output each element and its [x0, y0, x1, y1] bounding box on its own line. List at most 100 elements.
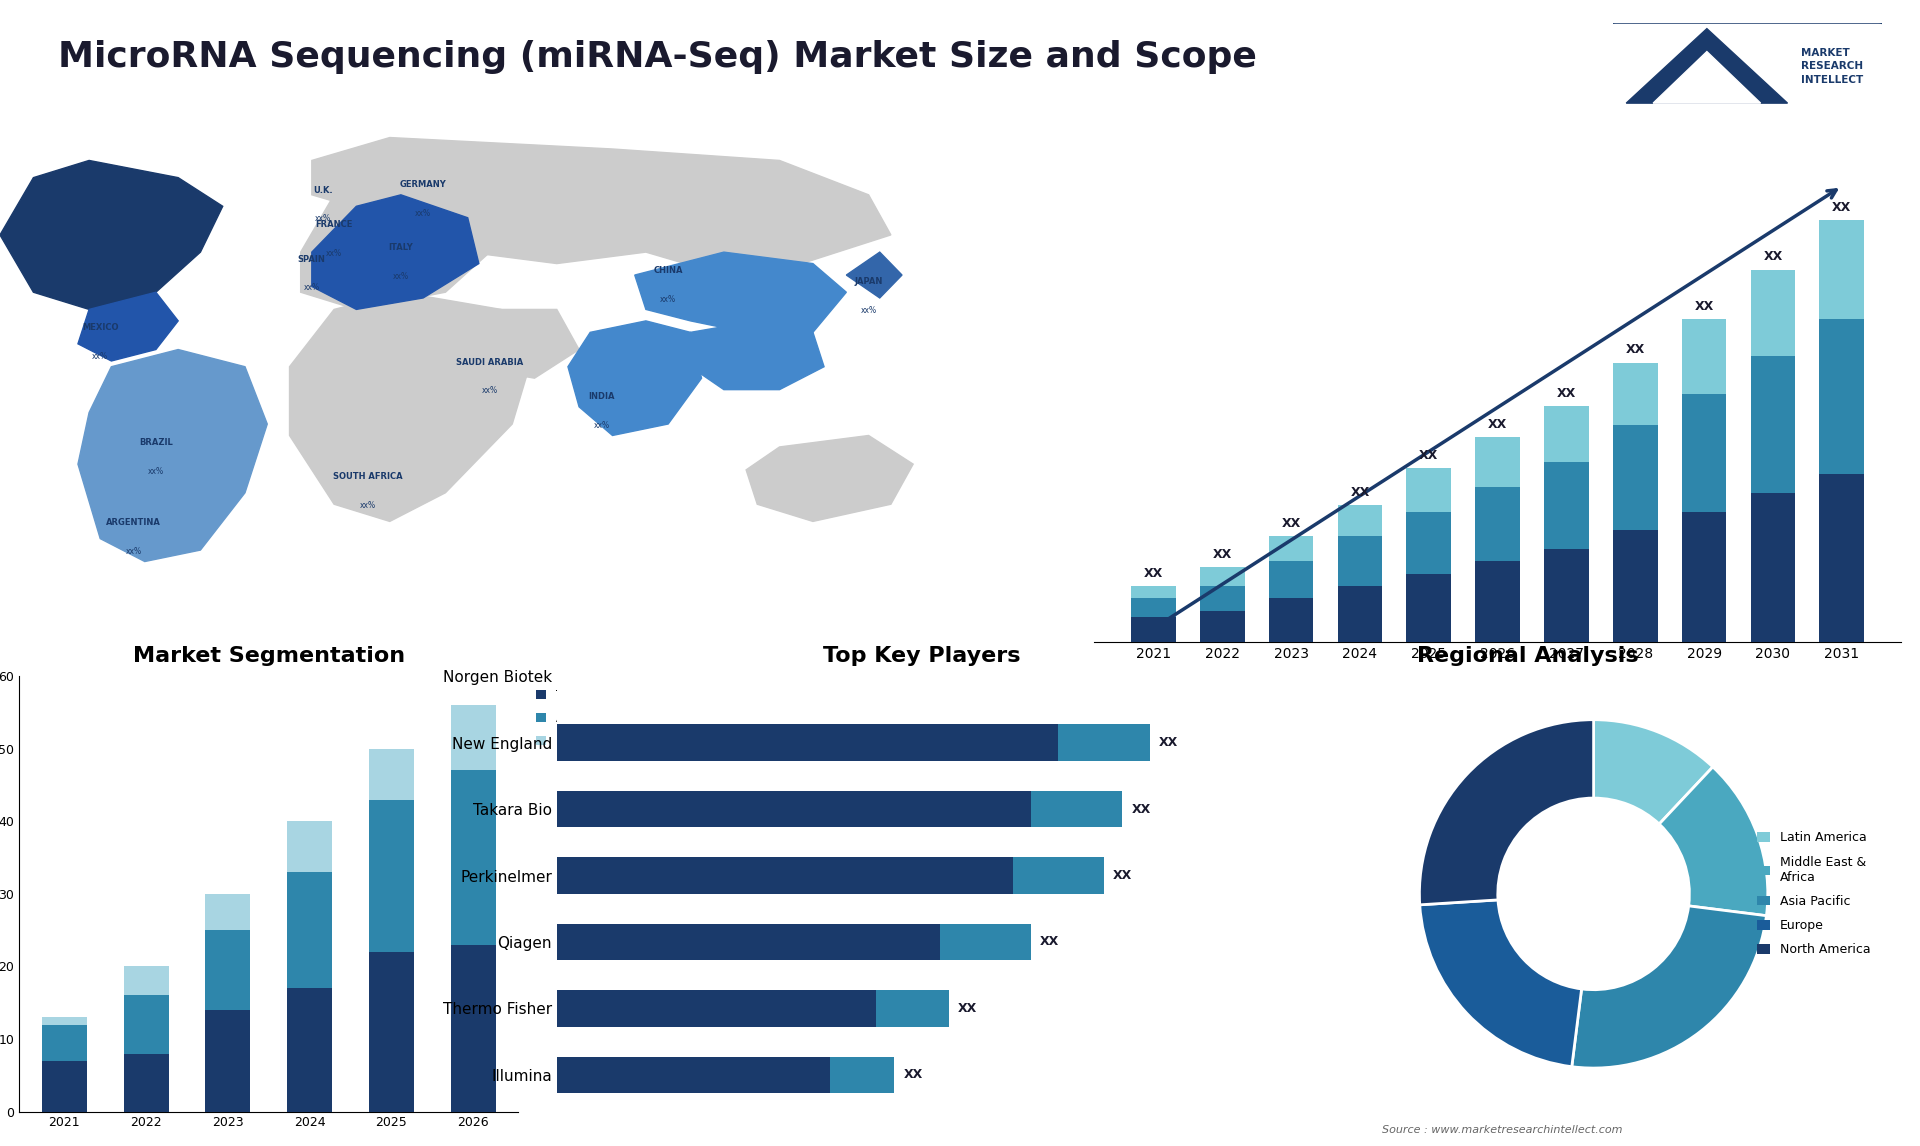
- Text: XX: XX: [902, 1068, 924, 1082]
- Text: SAUDI ARABIA: SAUDI ARABIA: [457, 358, 524, 367]
- Bar: [123, 1053, 169, 1112]
- Bar: [939, 924, 1031, 960]
- Text: XX: XX: [1695, 300, 1715, 313]
- Bar: [1820, 474, 1864, 642]
- Text: xx%: xx%: [660, 295, 676, 304]
- Text: GERMANY: GERMANY: [399, 180, 447, 189]
- Bar: [451, 705, 495, 770]
- Text: xx%: xx%: [415, 209, 432, 218]
- Bar: [42, 1061, 86, 1112]
- Bar: [1031, 791, 1121, 827]
- Bar: [1475, 562, 1521, 642]
- Wedge shape: [1594, 720, 1713, 824]
- Bar: [1131, 598, 1175, 617]
- Bar: [369, 800, 415, 952]
- Bar: [1544, 406, 1590, 462]
- Polygon shape: [1626, 29, 1788, 103]
- Bar: [1405, 573, 1452, 642]
- Polygon shape: [568, 321, 701, 435]
- Text: CANADA: CANADA: [69, 186, 109, 195]
- Bar: [1338, 586, 1382, 642]
- Polygon shape: [301, 189, 490, 309]
- Text: ITALY: ITALY: [388, 243, 413, 252]
- Text: xx%: xx%: [125, 547, 142, 556]
- Bar: [1682, 320, 1726, 394]
- Bar: [557, 791, 1031, 827]
- Bar: [1751, 269, 1795, 356]
- Bar: [1200, 586, 1244, 611]
- Bar: [123, 966, 169, 996]
- Wedge shape: [1572, 905, 1766, 1068]
- Bar: [1613, 531, 1657, 642]
- Polygon shape: [747, 435, 914, 521]
- Text: CHINA: CHINA: [653, 266, 684, 275]
- Wedge shape: [1659, 767, 1768, 916]
- Text: XX: XX: [1144, 567, 1164, 580]
- Text: XX: XX: [1114, 869, 1133, 882]
- Bar: [1338, 536, 1382, 586]
- Text: U.S.: U.S.: [46, 231, 65, 241]
- Bar: [1544, 462, 1590, 549]
- Bar: [557, 1057, 829, 1093]
- Text: xx%: xx%: [48, 260, 63, 269]
- Bar: [1269, 598, 1313, 642]
- Bar: [1131, 617, 1175, 642]
- Text: xx%: xx%: [303, 283, 321, 292]
- Polygon shape: [79, 350, 267, 562]
- Bar: [1544, 549, 1590, 642]
- Bar: [123, 996, 169, 1053]
- Text: xx%: xx%: [860, 306, 877, 315]
- Text: xx%: xx%: [359, 501, 376, 510]
- Text: XX: XX: [1213, 548, 1233, 562]
- Text: xx%: xx%: [315, 214, 330, 223]
- Bar: [205, 1010, 250, 1112]
- Bar: [1613, 362, 1657, 425]
- Bar: [1751, 493, 1795, 642]
- Bar: [451, 944, 495, 1112]
- Legend: Type, Application, Geography: Type, Application, Geography: [530, 682, 632, 754]
- Wedge shape: [1419, 720, 1594, 905]
- Bar: [1751, 356, 1795, 493]
- Text: xx%: xx%: [593, 421, 609, 430]
- Polygon shape: [79, 292, 179, 361]
- Polygon shape: [636, 252, 847, 332]
- Bar: [451, 770, 495, 944]
- Text: XX: XX: [1158, 736, 1179, 749]
- Bar: [1131, 586, 1175, 598]
- Bar: [557, 924, 939, 960]
- Bar: [1200, 611, 1244, 642]
- Bar: [557, 857, 1014, 894]
- Text: xx%: xx%: [394, 272, 409, 281]
- Text: BRAZIL: BRAZIL: [138, 438, 173, 447]
- Polygon shape: [847, 252, 902, 298]
- Text: U.K.: U.K.: [313, 186, 332, 195]
- Text: xx%: xx%: [81, 214, 98, 223]
- Text: Source : www.marketresearchintellect.com: Source : www.marketresearchintellect.com: [1382, 1124, 1622, 1135]
- Title: Top Key Players: Top Key Players: [824, 646, 1020, 666]
- Bar: [557, 990, 876, 1027]
- Polygon shape: [311, 195, 478, 309]
- Text: XX: XX: [1832, 201, 1851, 214]
- Text: ARGENTINA: ARGENTINA: [106, 518, 161, 527]
- Bar: [1682, 511, 1726, 642]
- Polygon shape: [290, 292, 534, 521]
- Text: XX: XX: [958, 1002, 977, 1015]
- Text: xx%: xx%: [148, 466, 163, 476]
- Text: JAPAN: JAPAN: [854, 277, 883, 286]
- Text: xx%: xx%: [482, 386, 497, 395]
- Text: xx%: xx%: [326, 249, 342, 258]
- Text: SOUTH AFRICA: SOUTH AFRICA: [332, 472, 403, 481]
- Text: XX: XX: [1281, 517, 1300, 531]
- Title: Regional Analysis: Regional Analysis: [1417, 646, 1640, 666]
- Text: XX: XX: [1488, 418, 1507, 431]
- Bar: [557, 724, 1058, 761]
- Bar: [1682, 394, 1726, 511]
- Polygon shape: [1653, 52, 1761, 103]
- Bar: [369, 952, 415, 1112]
- Text: XX: XX: [1763, 251, 1782, 264]
- Text: XX: XX: [1350, 486, 1369, 500]
- Bar: [1269, 562, 1313, 598]
- Bar: [1058, 724, 1150, 761]
- Text: MEXICO: MEXICO: [83, 323, 119, 332]
- Legend: Latin America, Middle East &
Africa, Asia Pacific, Europe, North America: Latin America, Middle East & Africa, Asi…: [1753, 826, 1876, 961]
